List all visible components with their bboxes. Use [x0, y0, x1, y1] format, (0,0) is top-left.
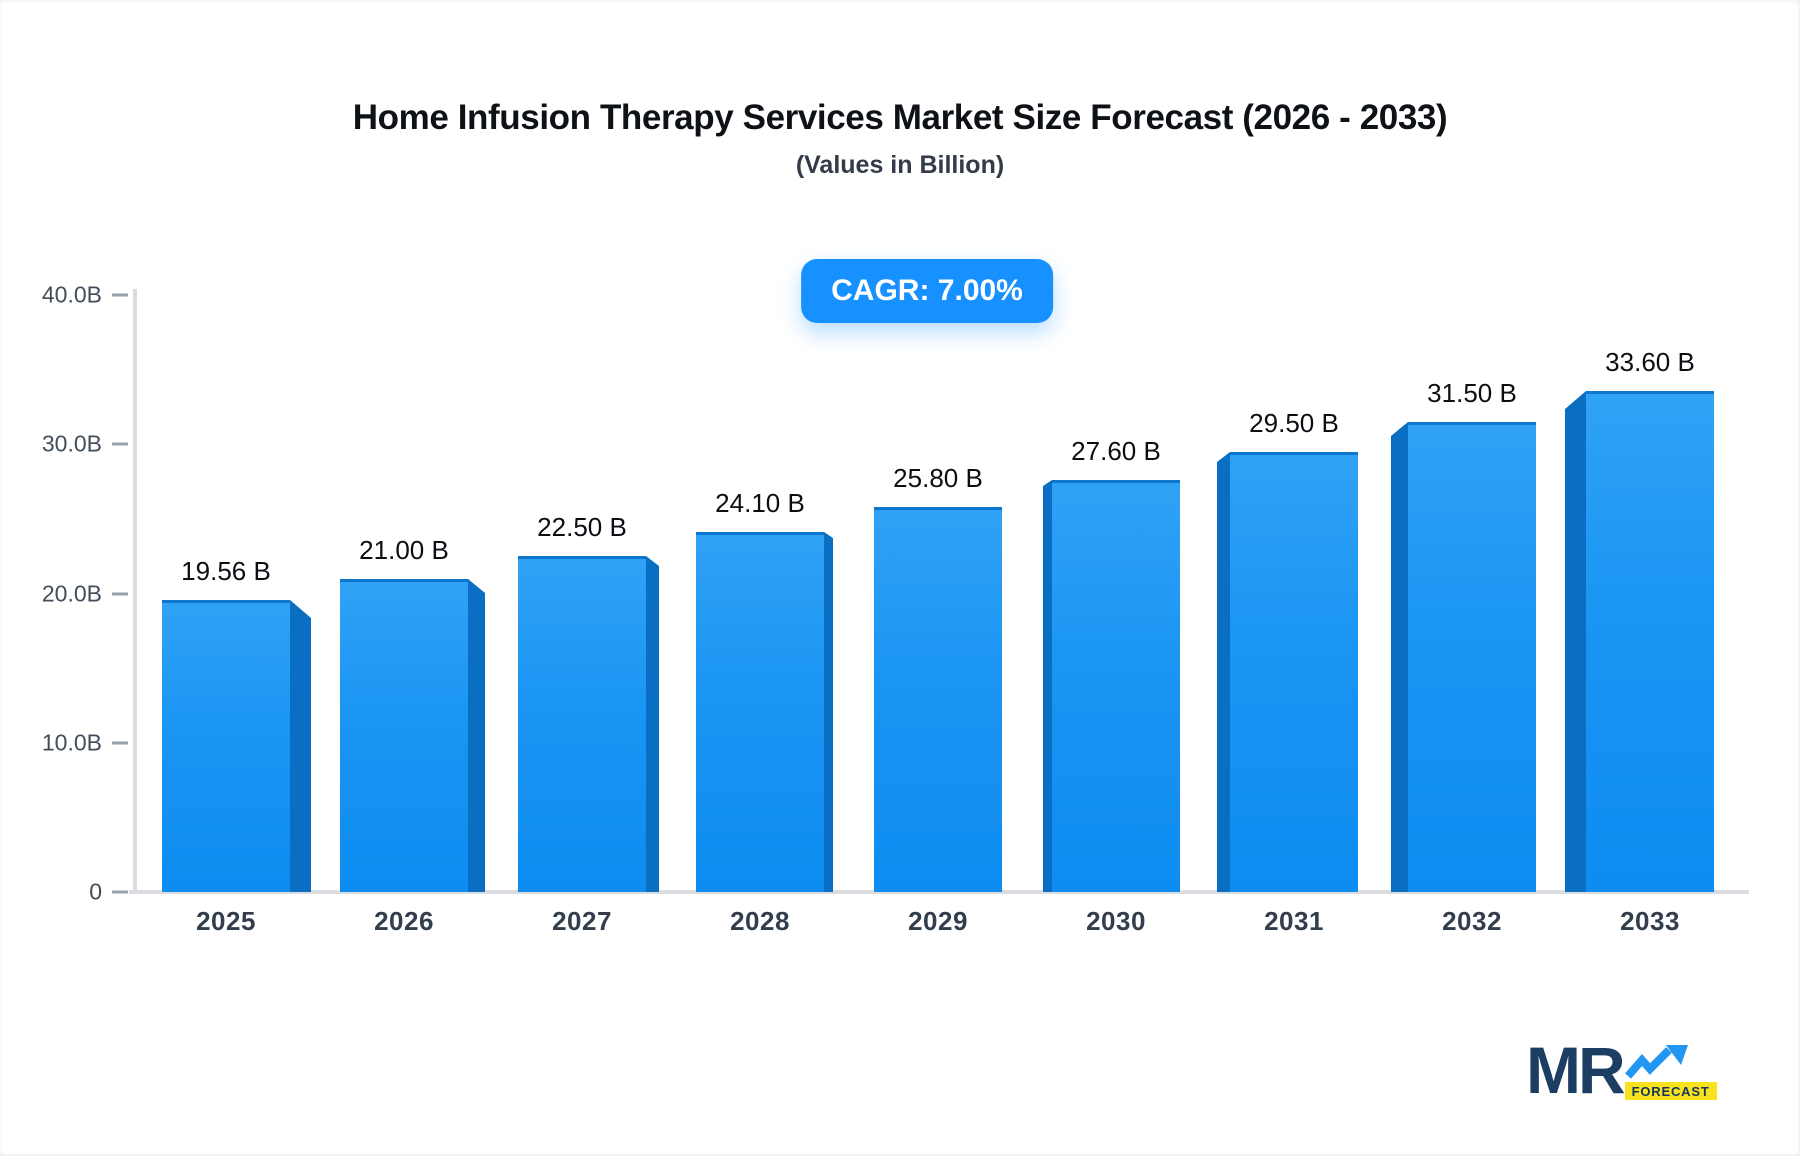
- bar-value-label: 19.56 B: [181, 556, 271, 586]
- y-tick-mark: [112, 442, 128, 446]
- bar-2030: [1052, 480, 1180, 892]
- bar-2028: [696, 532, 824, 892]
- x-tick-label: 2027: [552, 906, 612, 936]
- bar-2026: [340, 579, 468, 892]
- y-tick-label: 0: [89, 878, 102, 905]
- bar-value-label: 22.50 B: [537, 512, 627, 542]
- trend-arrow-icon: [1624, 1045, 1688, 1079]
- bar-side-face: [824, 532, 833, 892]
- x-tick-label: 2026: [374, 906, 434, 936]
- x-tick-label: 2031: [1264, 906, 1324, 936]
- bar-value-label: 33.60 B: [1605, 347, 1695, 377]
- mr-forecast-logo: MR FORECAST: [1526, 1033, 1717, 1107]
- bar-value-label: 29.50 B: [1249, 408, 1339, 438]
- x-tick-label: 2032: [1442, 906, 1502, 936]
- chart-title: Home Infusion Therapy Services Market Si…: [352, 98, 1448, 137]
- y-tick-label: 30.0B: [41, 430, 102, 457]
- bar-side-face: [1565, 391, 1586, 892]
- x-tick-label: 2033: [1620, 906, 1680, 936]
- bar-2031: [1230, 452, 1358, 892]
- bar-side-face: [1391, 422, 1408, 892]
- bar-side-face: [468, 579, 485, 892]
- bar-side-face: [1217, 452, 1230, 892]
- bar-value-label: 21.00 B: [359, 535, 449, 565]
- cagr-badge: CAGR: 7.00%: [801, 259, 1053, 323]
- x-tick-label: 2025: [196, 906, 256, 936]
- x-tick-label: 2029: [908, 906, 968, 936]
- x-tick-label: 2030: [1086, 906, 1146, 936]
- bar-value-label: 25.80 B: [893, 463, 983, 493]
- x-tick-label: 2028: [730, 906, 790, 936]
- bar-2029: [874, 507, 1002, 892]
- bar-2027: [518, 556, 646, 892]
- bar-value-label: 27.60 B: [1071, 436, 1161, 466]
- bar-side-face: [1043, 480, 1052, 892]
- bar-2033: [1586, 391, 1714, 892]
- x-axis-baseline: [129, 890, 1749, 894]
- bar-side-face: [646, 556, 659, 892]
- chart-subtitle: (Values in Billion): [795, 151, 1005, 179]
- y-axis-line: [133, 289, 137, 894]
- logo-forecast-tag: FORECAST: [1624, 1082, 1717, 1100]
- logo-mr-text: MR: [1526, 1033, 1626, 1107]
- y-tick-mark: [112, 890, 128, 894]
- y-tick-label: 40.0B: [41, 281, 102, 308]
- bar-value-label: 31.50 B: [1427, 378, 1517, 408]
- y-tick-label: 10.0B: [41, 729, 102, 756]
- y-tick-mark: [112, 293, 128, 297]
- y-tick-label: 20.0B: [41, 580, 102, 606]
- y-tick-mark: [112, 592, 128, 595]
- bar-2032: [1408, 422, 1536, 892]
- bar-2025: [162, 600, 290, 892]
- bar-value-label: 24.10 B: [715, 488, 805, 518]
- y-tick-mark: [112, 741, 128, 745]
- bar-side-face: [290, 600, 311, 892]
